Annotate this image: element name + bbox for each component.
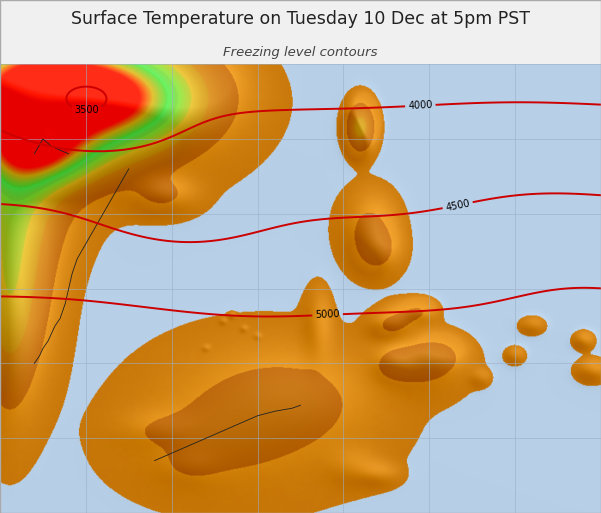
Text: 4000: 4000 [408, 100, 433, 111]
Text: Surface Temperature on Tuesday 10 Dec at 5pm PST: Surface Temperature on Tuesday 10 Dec at… [71, 10, 530, 28]
Text: 3500: 3500 [75, 105, 99, 115]
Text: Freezing level contours: Freezing level contours [223, 46, 378, 59]
Text: 4500: 4500 [445, 198, 471, 212]
Text: 5000: 5000 [315, 309, 340, 320]
